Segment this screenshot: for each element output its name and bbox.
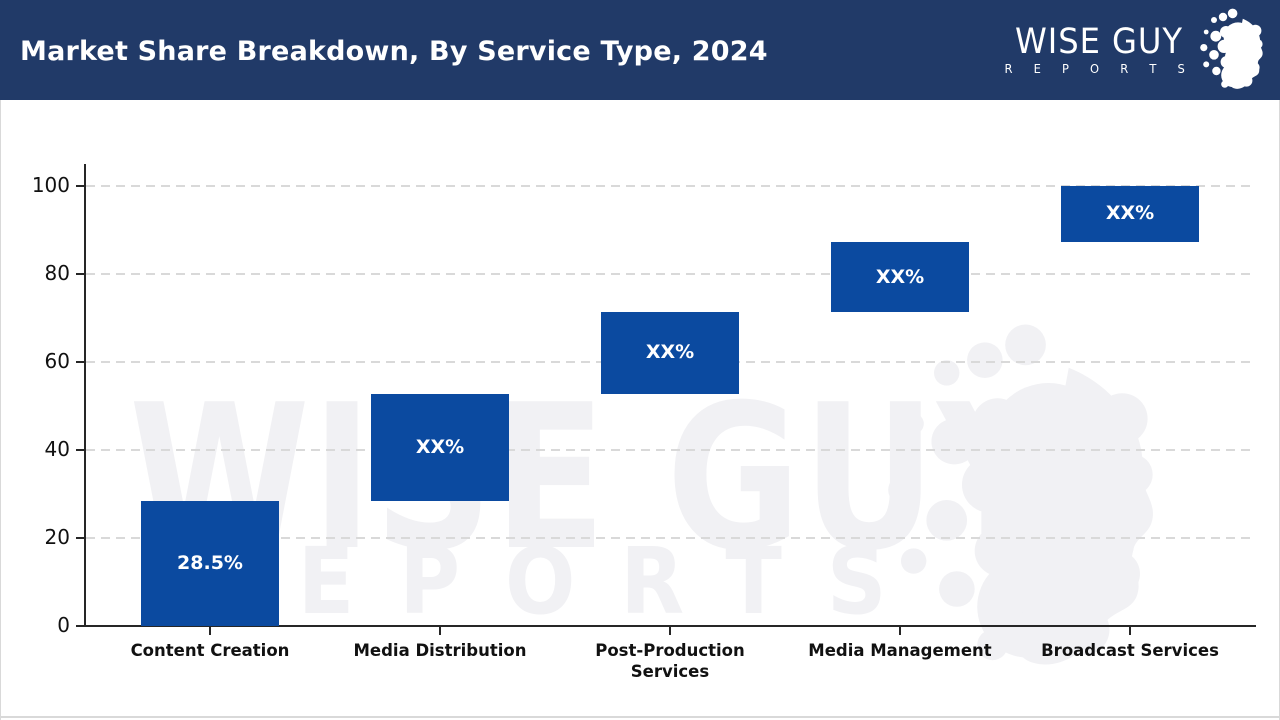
bar-value-label-media-management: XX% [875, 265, 925, 288]
x-category-label-content-creation: Content Creation [130, 641, 290, 660]
bar-value-label-broadcast-services: XX% [1105, 202, 1155, 224]
y-tick-label-0: 0 [57, 613, 70, 637]
x-tickmark-media-management [899, 627, 901, 635]
bar-value-label-media-distribution: XX% [415, 435, 465, 458]
x-category-label-post-production-services: Post-Production Services [595, 641, 745, 682]
y-tickmark-40 [76, 449, 85, 451]
x-tickmark-post-production-services [669, 627, 671, 635]
bar-value-label-post-production-services: XX% [645, 341, 695, 364]
x-tickmark-content-creation [209, 627, 211, 635]
y-tick-label-60: 60 [44, 349, 70, 373]
y-tick-label-100: 100 [31, 173, 70, 197]
logo-wordmark-line1: WISE GUY [1015, 21, 1184, 62]
y-tick-label-80: 80 [44, 261, 70, 285]
x-tickmark-media-distribution [439, 627, 441, 635]
gridline-20 [86, 537, 1256, 539]
bar-post-production-services [601, 312, 739, 394]
y-tickmark-80 [76, 273, 85, 275]
x-category-label-media-management: Media Management [808, 641, 992, 660]
y-tickmark-0 [76, 625, 85, 627]
y-axis-line [84, 164, 86, 627]
logo-head-icon [1200, 8, 1263, 89]
bar-value-label-content-creation: 28.5% [177, 551, 243, 574]
wise-guy-logo: WISE GUY R E P O R T S [988, 4, 1268, 96]
logo-wordmark: WISE GUY R E P O R T S [1004, 21, 1194, 77]
gridline-100 [86, 185, 1256, 187]
y-tickmark-20 [76, 537, 85, 539]
y-tickmark-100 [76, 185, 85, 187]
y-tick-label-40: 40 [44, 437, 70, 461]
bar-broadcast-services [1061, 186, 1199, 242]
gridline-40 [86, 449, 1256, 451]
watermark-text-reports: REPORTS [189, 528, 932, 635]
gridline-80 [86, 273, 1256, 275]
header-bar: Market Share Breakdown, By Service Type,… [0, 0, 1280, 100]
x-tickmark-broadcast-services [1129, 627, 1131, 635]
bar-media-distribution [371, 393, 509, 501]
bar-content-creation [141, 500, 279, 626]
x-category-label-broadcast-services: Broadcast Services [1041, 641, 1219, 660]
y-tick-label-20: 20 [44, 525, 70, 549]
page-title: Market Share Breakdown, By Service Type,… [20, 36, 768, 67]
bottom-divider [0, 716, 1280, 718]
x-category-label-media-distribution: Media Distribution [353, 641, 527, 660]
logo-wordmark-line2: R E P O R T S [1004, 61, 1194, 77]
y-tickmark-60 [76, 361, 85, 363]
x-axis-line [84, 625, 1256, 627]
bar-media-management [831, 241, 969, 313]
